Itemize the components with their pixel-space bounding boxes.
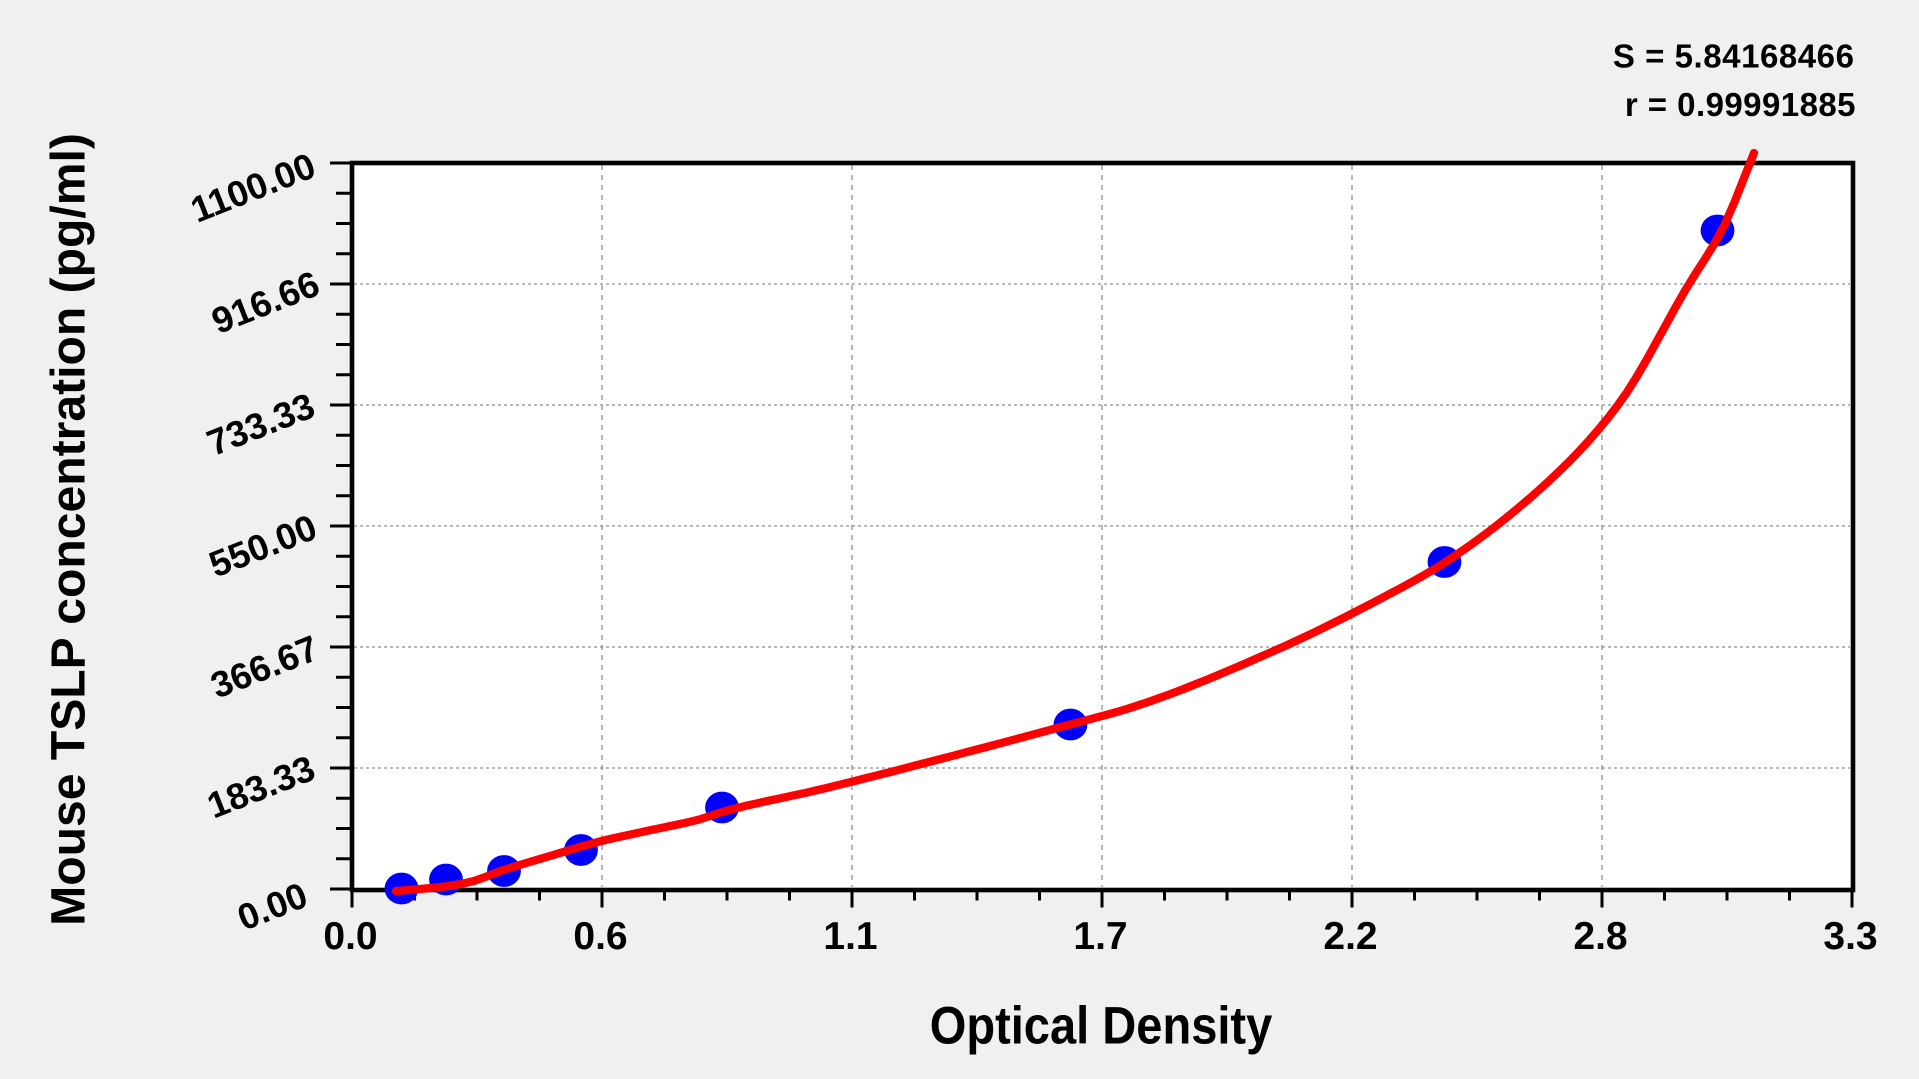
svg-text:1.7: 1.7 bbox=[1073, 915, 1127, 958]
svg-text:Mouse TSLP concentration (pg/m: Mouse TSLP concentration (pg/ml) bbox=[42, 133, 96, 926]
svg-text:Optical Density: Optical Density bbox=[930, 996, 1273, 1055]
svg-text:0.0: 0.0 bbox=[323, 915, 377, 958]
svg-text:2.8: 2.8 bbox=[1573, 915, 1627, 958]
svg-text:3.3: 3.3 bbox=[1823, 915, 1877, 958]
svg-text:0.6: 0.6 bbox=[573, 915, 627, 958]
svg-text:1.1: 1.1 bbox=[823, 915, 877, 958]
svg-text:S = 5.84168466: S = 5.84168466 bbox=[1613, 38, 1855, 75]
svg-text:r = 0.99991885: r = 0.99991885 bbox=[1625, 86, 1856, 123]
svg-text:2.2: 2.2 bbox=[1323, 915, 1377, 958]
